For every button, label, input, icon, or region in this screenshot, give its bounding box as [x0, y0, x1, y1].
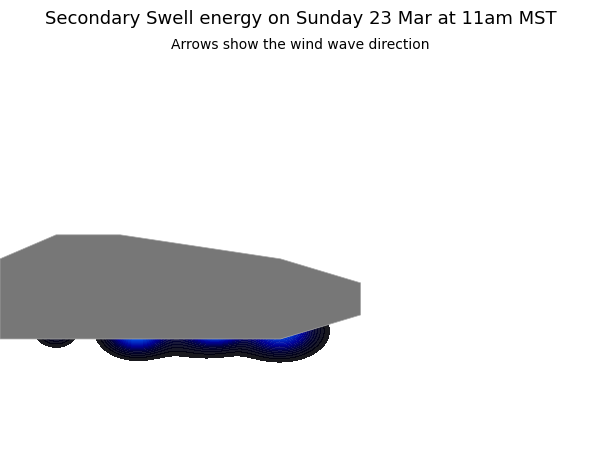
- Text: Arrows show the wind wave direction: Arrows show the wind wave direction: [171, 38, 430, 51]
- Polygon shape: [0, 235, 361, 339]
- Text: Secondary Swell energy on Sunday 23 Mar at 11am MST: Secondary Swell energy on Sunday 23 Mar …: [44, 11, 557, 28]
